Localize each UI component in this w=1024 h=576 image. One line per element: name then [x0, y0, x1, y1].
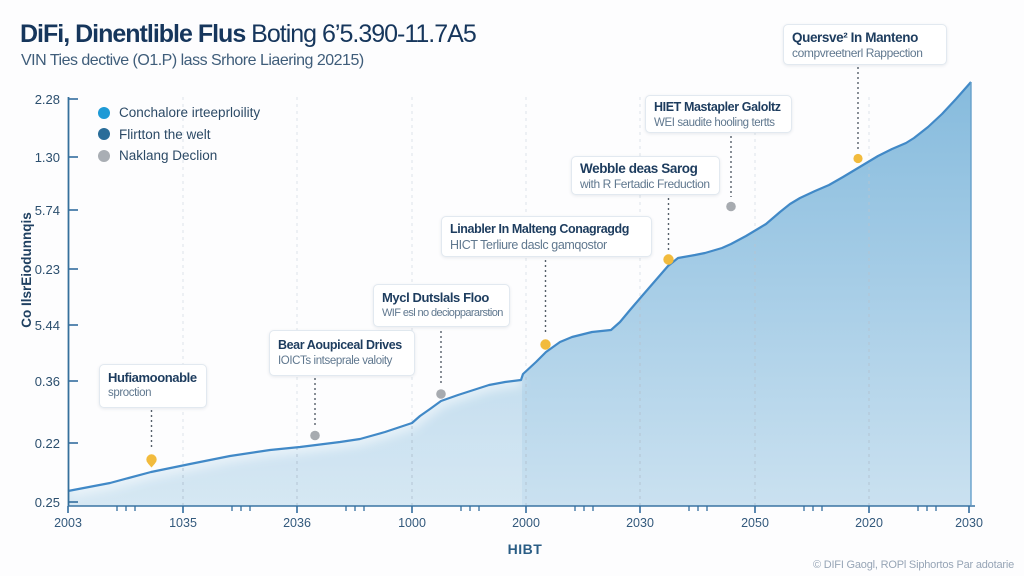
svg-text:0.25: 0.25 — [35, 495, 60, 510]
svg-text:5.74: 5.74 — [35, 203, 60, 218]
svg-text:1000: 1000 — [398, 516, 426, 530]
svg-text:2003: 2003 — [54, 516, 82, 530]
svg-text:2030: 2030 — [626, 516, 654, 530]
svg-text:2030: 2030 — [955, 516, 983, 530]
svg-text:1035: 1035 — [169, 516, 197, 530]
svg-text:2036: 2036 — [283, 516, 311, 530]
svg-text:2000: 2000 — [512, 516, 540, 530]
svg-text:0.23: 0.23 — [35, 262, 60, 277]
svg-text:Co IlsrEiodunnqis: Co IlsrEiodunnqis — [19, 212, 34, 328]
svg-text:0.22: 0.22 — [35, 436, 60, 451]
svg-text:0.36: 0.36 — [35, 374, 60, 389]
svg-text:2020: 2020 — [855, 516, 883, 530]
svg-text:2.28: 2.28 — [35, 92, 60, 107]
svg-text:1.30: 1.30 — [35, 150, 60, 165]
svg-text:5.44: 5.44 — [35, 318, 60, 333]
svg-text:2050: 2050 — [741, 516, 769, 530]
